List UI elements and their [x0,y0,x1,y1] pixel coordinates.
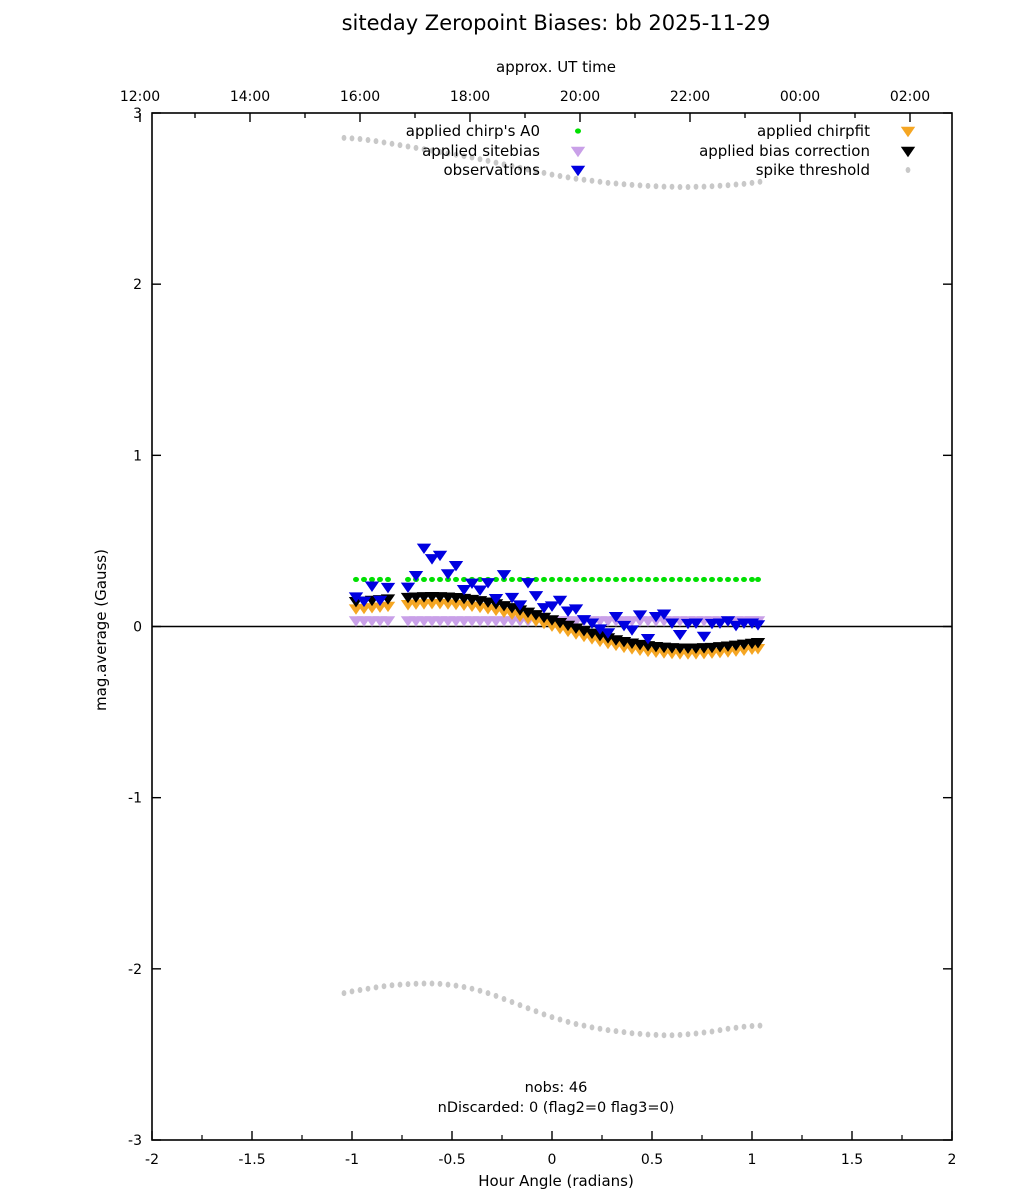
series-applied-chirp-s-a0 [353,576,761,583]
y-tick-label: -1 [128,791,142,807]
x-axis-label: Hour Angle (radians) [478,1172,634,1190]
series-spike-threshold-upper [341,134,763,190]
y-tick-label: -3 [128,1133,142,1149]
y-tick-label: 0 [133,620,142,636]
legend-label: applied sitebias [422,142,540,160]
y-tick-label: -2 [128,962,142,978]
x-tick-label: 0.5 [641,1152,663,1168]
x-tick-label: 0 [548,1152,557,1168]
x-tick-label: 1 [748,1152,757,1168]
top-axis-ticks: 12:00 14:00 16:00 18:00 20:00 22:00 00:00 02:00 [120,89,930,122]
chart-legend: applied chirp's A0 applied sitebiasobserv… [406,122,916,179]
y-tick-label: 1 [133,448,142,464]
series-applied-chirpfit [348,599,766,660]
x-tick-label: -1.5 [238,1152,265,1168]
x-tick-label: -0.5 [438,1152,465,1168]
top-tick-label: 00:00 [780,89,820,105]
x-tick-label: -2 [145,1152,159,1168]
x-tick-label: 1.5 [841,1152,863,1168]
top-tick-label: 16:00 [340,89,380,105]
legend-item-spike-threshold: spike threshold [756,161,911,179]
legend-label: applied bias correction [699,142,870,160]
top-axis-label: approx. UT time [496,58,616,76]
y-axis-ticks: -3 -2 -1 0 1 2 3 [128,106,952,1149]
legend-item-applied-bias-correction: applied bias correction [699,142,916,160]
legend-label: observations [443,161,540,179]
top-tick-label: 20:00 [560,89,600,105]
y-axis-label: mag.average (Gauss) [92,549,110,711]
series-observations [348,543,766,645]
legend-item-observations: observations [443,161,586,179]
x-tick-label: 2 [948,1152,957,1168]
page-title: siteday Zeropoint Biases: bb 2025-11-29 [342,11,771,35]
data-series-layer [341,134,766,1039]
nobs-annotation: nobs: 46 [525,1080,588,1096]
legend-label: spike threshold [756,161,870,179]
y-tick-label: 3 [133,106,142,122]
x-axis-ticks: -2 -1.5 -1 -0.5 0 0.5 1 1.5 2 [145,1131,956,1168]
legend-label: applied chirp's A0 [406,122,540,140]
top-tick-label: 02:00 [890,89,930,105]
ndiscarded-annotation: nDiscarded: 0 (flag2=0 flag3=0) [438,1100,675,1116]
legend-item-applied-sitebias: applied sitebias [422,142,586,160]
legend-item-applied-chirp-s-a0: applied chirp's A0 [406,122,581,140]
legend-label: applied chirpfit [757,122,870,140]
legend-item-applied-chirpfit: applied chirpfit [757,122,916,140]
x-tick-label: -1 [345,1152,359,1168]
series-applied-bias-correction [348,592,766,654]
top-tick-label: 18:00 [450,89,490,105]
top-tick-label: 22:00 [670,89,710,105]
top-tick-label: 12:00 [120,89,160,105]
series-spike-threshold-lower [341,980,763,1039]
top-tick-label: 14:00 [230,89,270,105]
y-tick-label: 2 [133,277,142,293]
